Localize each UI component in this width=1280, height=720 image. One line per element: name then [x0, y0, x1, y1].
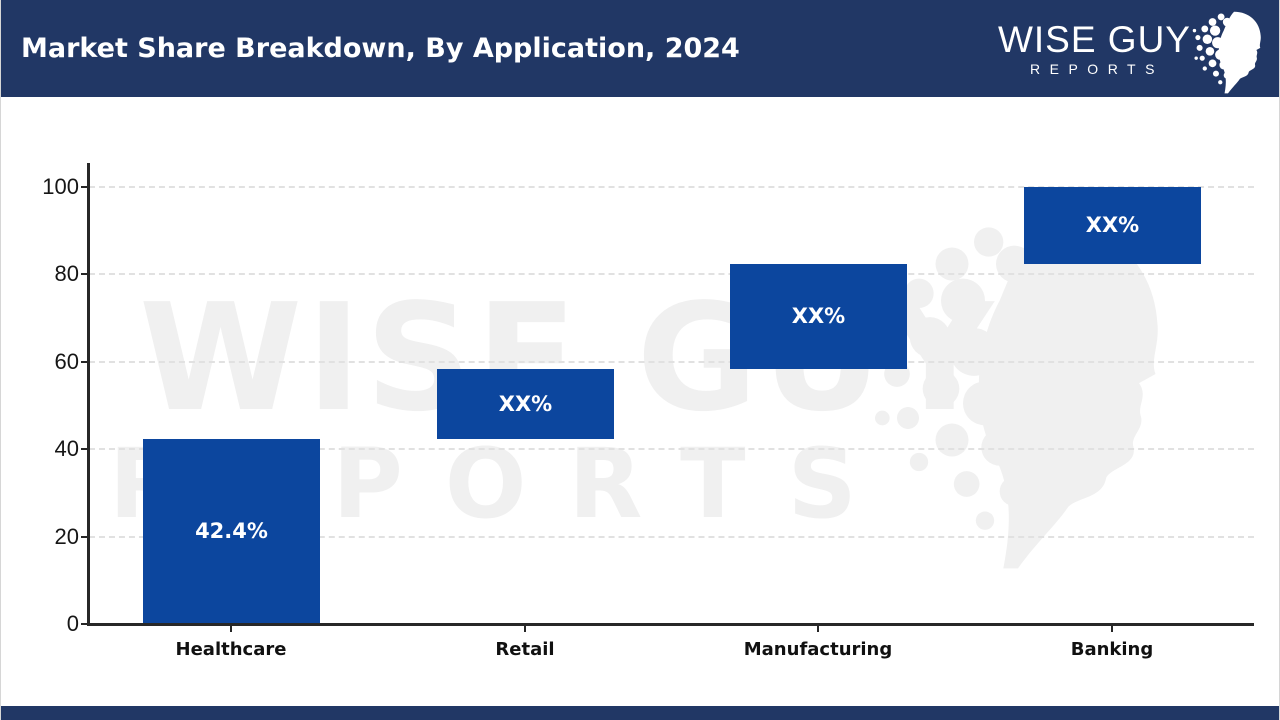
bar-value-label-banking: XX% [1085, 213, 1140, 238]
y-tick-label-100: 100 [42, 174, 79, 199]
gridline-100 [89, 186, 1254, 188]
y-tick-mark-60 [81, 360, 89, 363]
footer-bar [1, 706, 1279, 720]
x-category-label-banking: Banking [1070, 639, 1154, 660]
bar-retail: XX% [437, 368, 614, 439]
logo-head-icon [1192, 11, 1261, 94]
y-tick-label-0: 0 [66, 611, 79, 636]
bar-value-label-healthcare: 42.4% [195, 519, 268, 544]
x-tick-mark-manufacturing [817, 624, 819, 632]
x-category-label-healthcare: Healthcare [175, 639, 287, 660]
y-tick-label-80: 80 [54, 261, 79, 287]
bar-healthcare: 42.4% [143, 438, 320, 624]
x-tick-mark-banking [1111, 624, 1113, 632]
gridline-60 [89, 360, 1254, 363]
y-tick-mark-100 [81, 186, 89, 188]
y-tick-label-60: 60 [54, 348, 79, 374]
x-category-label-retail: Retail [495, 639, 555, 660]
x-tick-mark-retail [524, 624, 526, 632]
gridline-40 [89, 448, 1254, 451]
wiseguy-logo: WISE GUY REPORTS [998, 4, 1269, 94]
y-tick-mark-40 [81, 448, 89, 451]
x-tick-mark-healthcare [230, 624, 232, 632]
bar-manufacturing: XX% [730, 263, 907, 369]
x-category-label-manufacturing: Manufacturing [743, 639, 893, 660]
bar-value-label-retail: XX% [498, 391, 553, 416]
bar-banking: XX% [1024, 187, 1201, 264]
logo-text: WISE GUY REPORTS [997, 19, 1191, 78]
y-tick-mark-0 [81, 623, 89, 625]
y-tick-label-40: 40 [54, 436, 79, 462]
logo-wiseguy-text: WISE GUY [997, 19, 1191, 60]
header-bar: Market Share Breakdown, By Application, … [1, 0, 1279, 97]
y-tick-mark-20 [81, 535, 89, 538]
y-tick-label-20: 20 [54, 523, 79, 549]
logo-reports-text: REPORTS [1030, 61, 1164, 77]
y-tick-mark-80 [81, 273, 89, 276]
bar-value-label-manufacturing: XX% [791, 304, 846, 329]
page-title: Market Share Breakdown, By Application, … [21, 33, 740, 64]
x-axis-line [87, 623, 1254, 626]
gridline-20 [89, 535, 1254, 538]
gridline-80 [89, 273, 1254, 276]
y-axis-line [87, 163, 90, 626]
